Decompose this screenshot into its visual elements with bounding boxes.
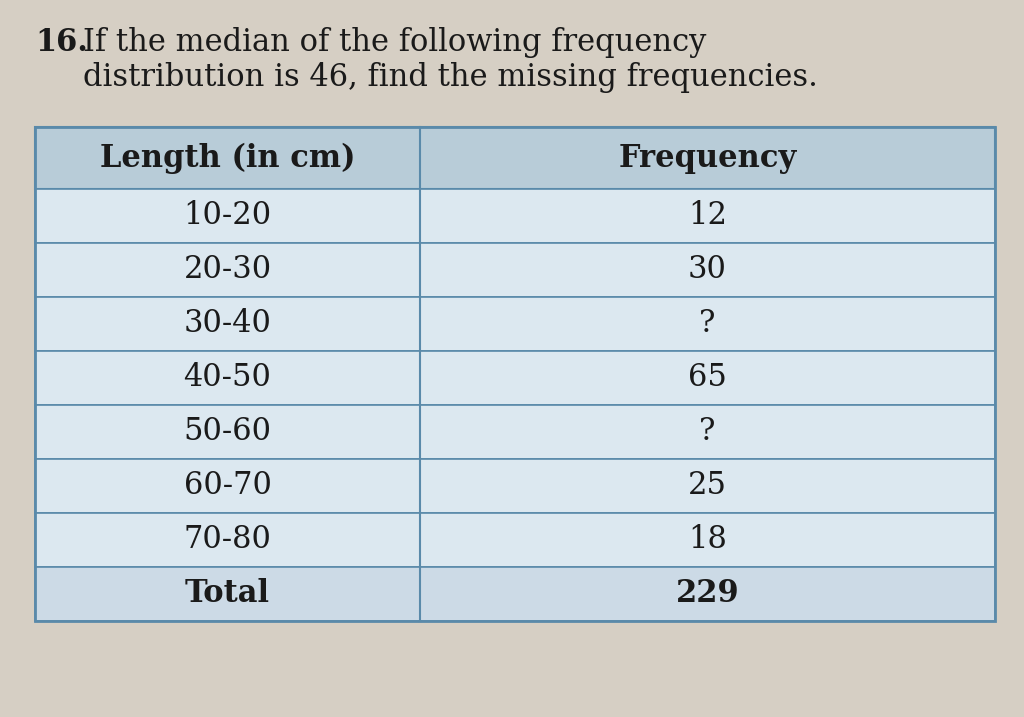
Bar: [35, 127, 995, 189]
Text: 10-20: 10-20: [183, 201, 271, 232]
Bar: [35, 459, 995, 513]
Text: 25: 25: [688, 470, 727, 501]
Bar: [35, 567, 995, 621]
Text: 50-60: 50-60: [183, 417, 271, 447]
Bar: [35, 405, 995, 459]
Text: 229: 229: [676, 579, 739, 609]
Text: 18: 18: [688, 525, 727, 556]
Text: ?: ?: [699, 308, 716, 340]
Text: If the median of the following frequency: If the median of the following frequency: [83, 27, 707, 58]
Text: 16.: 16.: [35, 27, 88, 58]
Bar: [35, 351, 995, 405]
Text: 20-30: 20-30: [183, 255, 271, 285]
Bar: [35, 513, 995, 567]
Bar: [35, 243, 995, 297]
Text: ?: ?: [699, 417, 716, 447]
Bar: [35, 127, 995, 621]
Text: Total: Total: [185, 579, 270, 609]
Text: Length (in cm): Length (in cm): [99, 143, 355, 174]
Text: distribution is 46, find the missing frequencies.: distribution is 46, find the missing fre…: [83, 62, 818, 93]
Text: 12: 12: [688, 201, 727, 232]
Text: 30: 30: [688, 255, 727, 285]
Bar: [35, 189, 995, 243]
Text: 70-80: 70-80: [183, 525, 271, 556]
Text: Frequency: Frequency: [618, 143, 797, 174]
Text: 65: 65: [688, 363, 727, 394]
Text: 60-70: 60-70: [183, 470, 271, 501]
Bar: [35, 297, 995, 351]
Text: 40-50: 40-50: [183, 363, 271, 394]
Text: 30-40: 30-40: [183, 308, 271, 340]
